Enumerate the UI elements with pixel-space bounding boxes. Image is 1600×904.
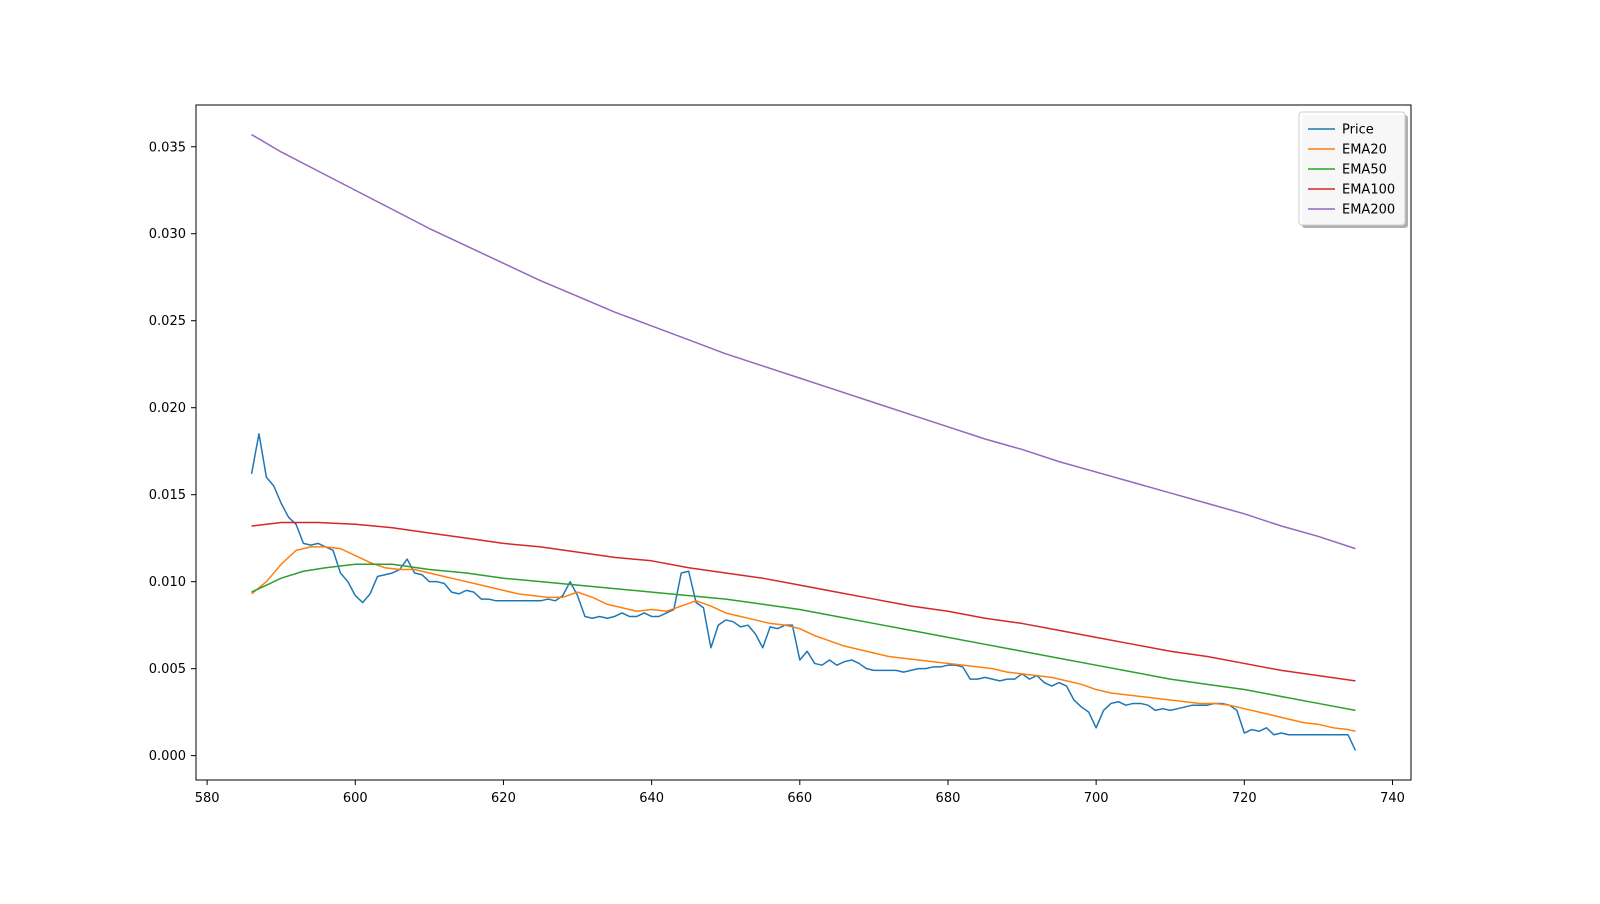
- y-tick-label: 0.015: [149, 488, 186, 503]
- legend-ema200-label: EMA200: [1342, 203, 1395, 218]
- legend-ema20-label: EMA20: [1342, 143, 1387, 158]
- y-tick-label: 0.010: [149, 575, 186, 590]
- y-tick-label: 0.005: [149, 662, 186, 677]
- x-tick-label: 680: [936, 791, 961, 806]
- legend-ema100-label: EMA100: [1342, 183, 1395, 198]
- series-ema50-line: [251, 563, 1356, 712]
- series-ema100-line: [251, 521, 1356, 682]
- legend-price-label: Price: [1342, 123, 1374, 138]
- series-price-line: [250, 433, 1357, 751]
- x-tick-label: 580: [195, 791, 220, 806]
- legend: Price EMA20 EMA50 EMA100 EMA200: [1298, 111, 1408, 228]
- y-tick-label: 0.020: [149, 401, 186, 416]
- x-tick-label: 700: [1084, 791, 1109, 806]
- x-axis: 580 600 620 640 660 680 700 720 740: [195, 780, 1405, 806]
- y-tick-label: 0.030: [149, 227, 186, 242]
- x-tick-label: 720: [1232, 791, 1257, 806]
- legend-ema50-label: EMA50: [1342, 163, 1387, 178]
- y-tick-label: 0.025: [149, 314, 186, 329]
- series-ema200-line: [251, 133, 1356, 550]
- x-tick-label: 620: [491, 791, 516, 806]
- series-ema20-line: [251, 546, 1356, 733]
- x-tick-label: 660: [787, 791, 812, 806]
- x-tick-label: 600: [343, 791, 368, 806]
- x-tick-label: 740: [1380, 791, 1405, 806]
- series-lines: [250, 133, 1357, 751]
- y-tick-label: 0.000: [149, 749, 186, 764]
- y-tick-label: 0.035: [149, 140, 186, 155]
- x-tick-label: 640: [639, 791, 664, 806]
- axes-frame: [195, 104, 1412, 781]
- legend-frame: [1298, 111, 1406, 226]
- y-axis: 0.000 0.005 0.010 0.015 0.020 0.025 0.030 0.035: [149, 140, 196, 764]
